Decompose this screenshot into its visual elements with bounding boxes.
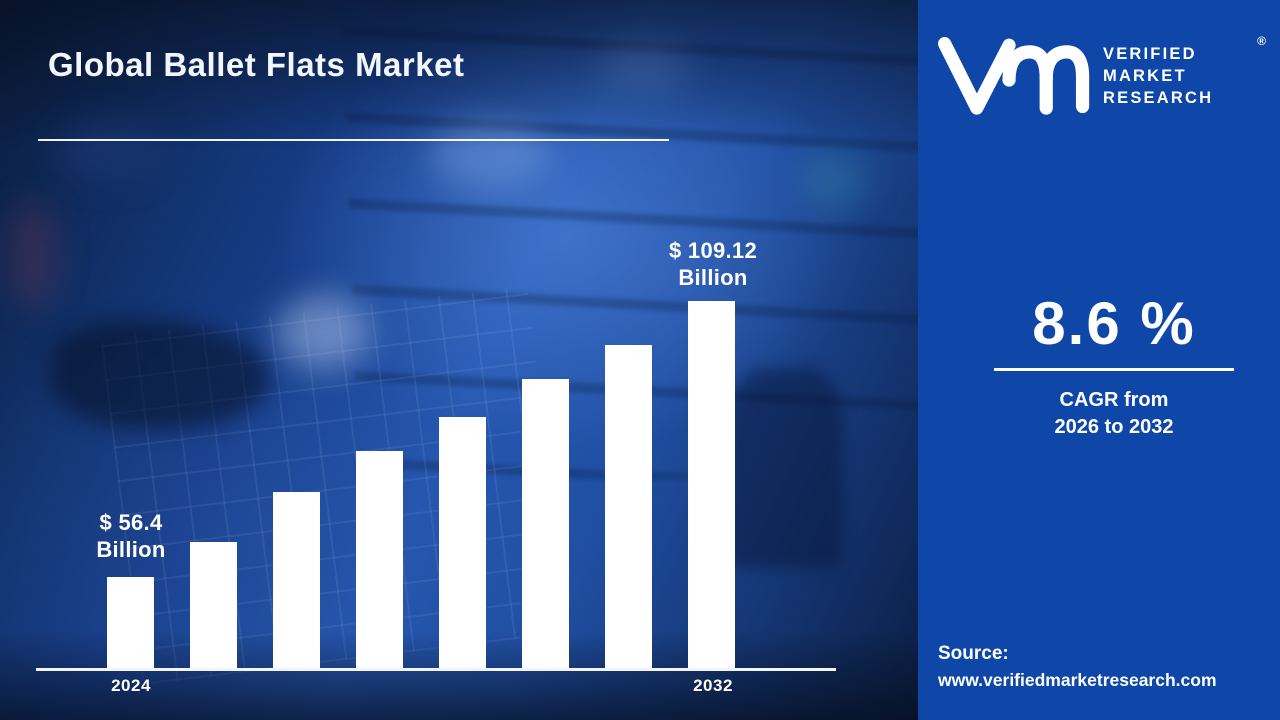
last-bar-value: $ 109.12 <box>668 238 758 263</box>
vmr-monogram-icon <box>938 37 1090 115</box>
first-bar-unit: Billion <box>96 537 166 562</box>
last-bar-value-label: $ 109.12 Billion <box>638 237 788 291</box>
bar-series <box>107 301 747 669</box>
title-underline <box>38 139 669 141</box>
cagr-caption-line-2: 2026 to 2032 <box>1054 416 1174 438</box>
plant-silhouette-decor <box>728 368 843 568</box>
right-panel: VERIFIED MARKET RESEARCH ® 8.6 % CAGR fr… <box>918 0 1280 720</box>
first-bar-value-label: $ 56.4 Billion <box>56 509 206 563</box>
top-vignette <box>0 0 918 150</box>
chart-bar-4 <box>439 417 486 669</box>
source-url[interactable]: www.verifiedmarketresearch.com <box>938 670 1217 690</box>
cagr-value: 8.6 % <box>1032 290 1196 357</box>
cagr-caption-line-1: CAGR from <box>1059 389 1169 411</box>
chart-bar-2032 <box>688 301 735 669</box>
shopping-cart-shadow-decor <box>50 320 270 430</box>
background-bokeh <box>8 200 58 310</box>
x-axis-label-2024: 2024 <box>111 676 151 695</box>
page-title: Global Ballet Flats Market <box>48 46 465 83</box>
background-bokeh <box>275 295 370 370</box>
brand-wordmark: VERIFIED MARKET RESEARCH <box>1103 43 1213 109</box>
chart-bar-5 <box>522 379 569 669</box>
x-axis-line <box>36 668 836 671</box>
chart-bar-1 <box>190 542 237 669</box>
chart-bar-6 <box>605 345 652 669</box>
source-block: Source: www.verifiedmarketresearch.com <box>938 640 1217 694</box>
chart-bar-2024 <box>107 577 154 669</box>
brand-line-1: VERIFIED <box>1103 45 1197 63</box>
cagr-stat: 8.6 % CAGR from 2026 to 2032 <box>933 292 1280 441</box>
cagr-underline <box>994 368 1234 371</box>
last-bar-unit: Billion <box>678 265 748 290</box>
brand-line-3: RESEARCH <box>1103 89 1214 107</box>
background-bokeh <box>800 150 870 210</box>
cagr-caption: CAGR from 2026 to 2032 <box>933 387 1280 441</box>
brand-line-2: MARKET <box>1103 67 1187 85</box>
x-axis-label-2032: 2032 <box>693 676 733 695</box>
first-bar-value: $ 56.4 <box>99 510 163 535</box>
chart-bar-2 <box>273 492 320 669</box>
chart-bar-3 <box>356 451 403 669</box>
source-label: Source: <box>938 643 1009 664</box>
registered-trademark-icon: ® <box>1257 34 1266 48</box>
